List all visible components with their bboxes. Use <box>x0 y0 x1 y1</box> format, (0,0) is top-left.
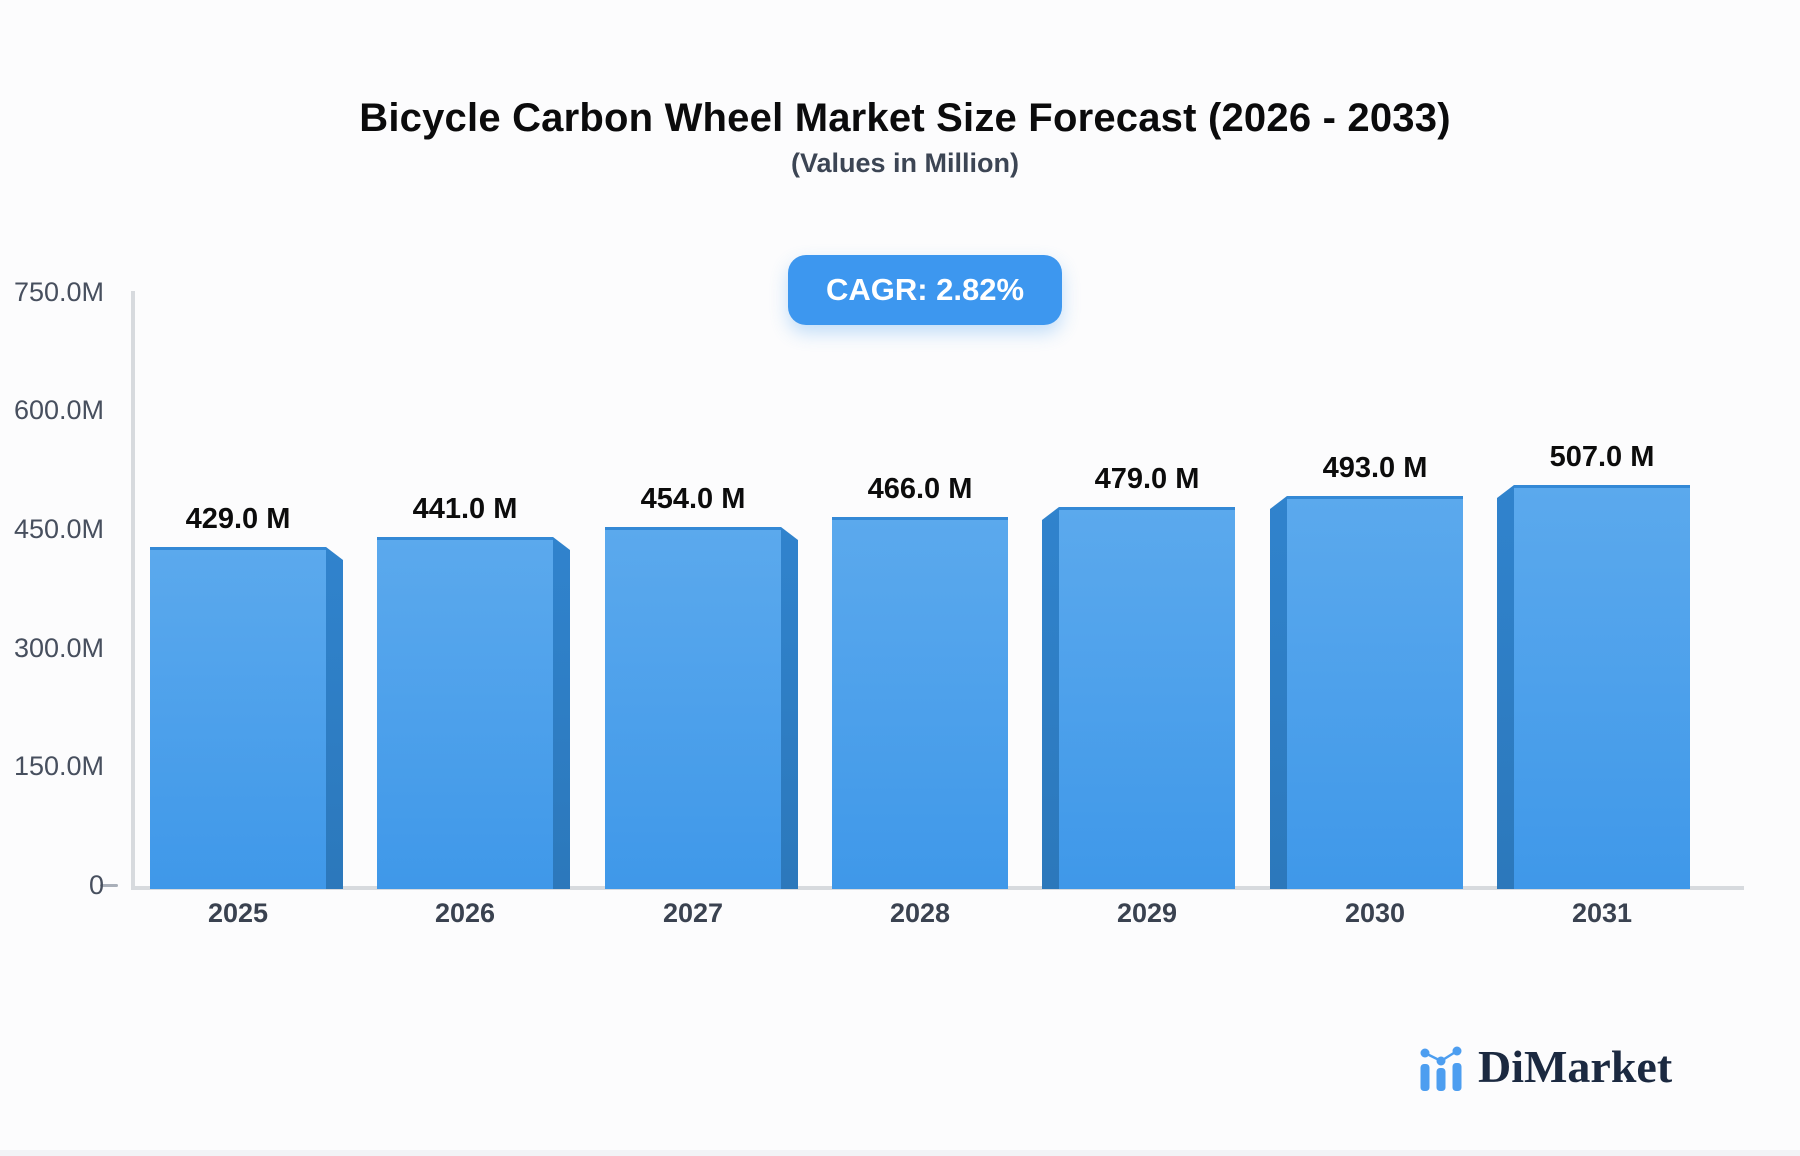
bar-2031-side-shadow <box>1497 485 1514 889</box>
dimarket-logo[interactable]: DiMarket <box>1418 1040 1672 1094</box>
bar-value-label-2029: 479.0 M <box>1094 463 1200 495</box>
mini-bar-chart-icon <box>1418 1042 1466 1092</box>
y-axis-tick-label: 450.0M <box>13 514 104 544</box>
y-axis-tick-label: 600.0M <box>13 395 104 425</box>
bar-2030-side-shadow <box>1270 496 1287 889</box>
page-title: Bicycle Carbon Wheel Market Size Forecas… <box>359 96 1451 140</box>
y-axis-tick-label: 750.0M <box>13 277 104 307</box>
bar-2027[interactable] <box>605 527 781 889</box>
bar-2025[interactable] <box>150 547 326 889</box>
page-subtitle: (Values in Million) <box>790 148 1020 178</box>
bar-2029[interactable] <box>1059 507 1235 889</box>
x-axis-label-2028: 2028 <box>889 898 951 928</box>
y-axis-tick-label: 300.0M <box>13 633 104 663</box>
x-axis-label-2027: 2027 <box>662 898 724 928</box>
bar-value-label-2025: 429.0 M <box>185 503 291 535</box>
y-axis-tick-label: 0 <box>88 870 104 900</box>
y-axis-line <box>131 291 135 888</box>
bar-value-label-2030: 493.0 M <box>1322 452 1428 484</box>
bar-value-label-2026: 441.0 M <box>412 493 518 525</box>
bar-2028[interactable] <box>832 517 1008 889</box>
zero-tick-mark <box>100 884 118 887</box>
bottom-edge-strip <box>0 1150 1800 1156</box>
x-axis-label-2025: 2025 <box>207 898 269 928</box>
x-axis-label-2030: 2030 <box>1344 898 1406 928</box>
bar-2025-side-shadow <box>326 547 343 889</box>
bar-2027-side-shadow <box>781 527 798 889</box>
bar-2029-side-shadow <box>1042 507 1059 889</box>
bar-value-label-2028: 466.0 M <box>867 473 973 505</box>
y-axis-tick-label: 150.0M <box>13 751 104 781</box>
x-axis-label-2026: 2026 <box>434 898 496 928</box>
bar-value-label-2031: 507.0 M <box>1549 441 1655 473</box>
bar-value-label-2027: 454.0 M <box>640 483 746 515</box>
dimarket-logo-text: DiMarket <box>1478 1041 1673 1092</box>
bar-2030[interactable] <box>1287 496 1463 889</box>
bar-2031[interactable] <box>1514 485 1690 889</box>
bar-2026[interactable] <box>377 537 553 889</box>
cagr-badge-label: CAGR: 2.82% <box>825 272 1025 307</box>
cagr-badge: CAGR: 2.82% <box>788 255 1062 325</box>
x-axis-label-2031: 2031 <box>1571 898 1633 928</box>
x-axis-label-2029: 2029 <box>1116 898 1178 928</box>
bar-2026-side-shadow <box>553 537 570 889</box>
